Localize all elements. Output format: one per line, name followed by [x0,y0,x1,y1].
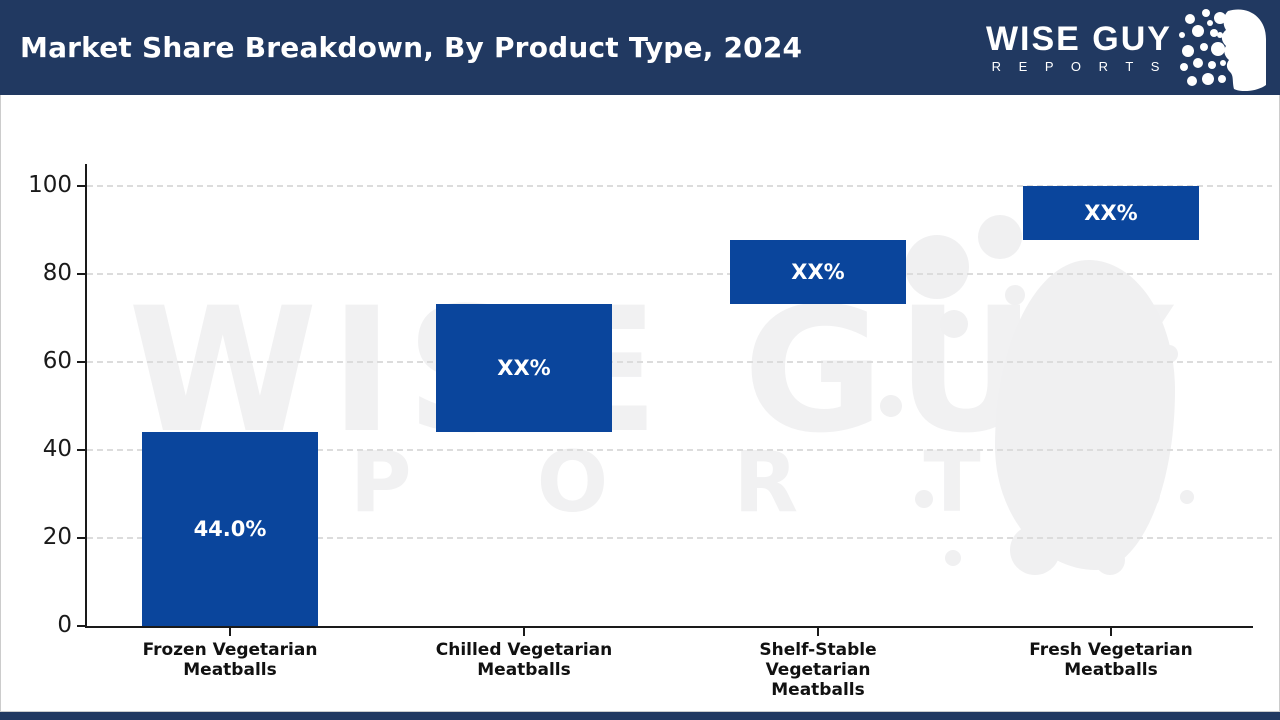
bar-value-label-2: XX% [497,356,551,381]
y-tick-60 [77,361,85,363]
gridline-40 [87,449,1272,451]
x-tick-1 [229,628,231,636]
y-tick-label-20: 20 [42,524,72,550]
watermark-face [995,260,1175,570]
footer-bar [0,712,1280,720]
y-tick-100 [77,185,85,187]
chart-title: Market Share Breakdown, By Product Type,… [20,31,803,64]
y-axis-spine [85,164,87,628]
gridline-80 [87,273,1272,275]
y-tick-80 [77,273,85,275]
wiseguy-logo: WISE GUY R E P O R T S [986,5,1268,91]
y-tick-20 [77,537,85,539]
y-tick-label-60: 60 [42,348,72,374]
x-category-label-3: Shelf-Stable Vegetarian Meatballs [759,640,877,700]
waterfall-chart: 0 20 40 60 80 100 44.0% Frozen Vegetarian Meatb… [0,95,1280,712]
chart-area: WISE GUY P O R T S 0 20 40 60 80 100 44.0% Froz… [0,95,1280,712]
wiseguy-face-icon [1179,8,1266,91]
bar-1: 44.0% [142,432,318,626]
header-bar: Market Share Breakdown, By Product Type,… [0,0,1280,95]
bar-value-label-1: 44.0% [193,517,267,542]
bar-value-label-4: XX% [1084,201,1138,226]
y-tick-label-40: 40 [42,436,72,462]
x-category-label-2: Chilled Vegetarian Meatballs [435,640,613,680]
x-axis-spine [85,626,1253,628]
logo-subtitle: R E P O R T S [991,58,1167,74]
bar-2: XX% [436,303,612,433]
x-tick-2 [523,628,525,636]
gridline-20 [87,537,1272,539]
x-tick-4 [1110,628,1112,636]
y-tick-label-100: 100 [28,172,72,198]
gridline-100 [87,185,1272,187]
bar-4: XX% [1023,186,1199,241]
x-category-label-4: Fresh Vegetarian Meatballs [1029,640,1193,680]
y-tick-0 [77,625,85,627]
x-category-label-1: Frozen Vegetarian Meatballs [142,640,318,680]
logo-text-block: WISE GUY R E P O R T S [986,22,1172,74]
y-tick-label-0: 0 [57,612,72,638]
logo-wordmark: WISE GUY [985,19,1172,58]
bar-3: XX% [730,240,906,304]
y-tick-label-80: 80 [42,260,72,286]
y-tick-40 [77,449,85,451]
bar-value-label-3: XX% [791,260,845,284]
x-tick-3 [817,628,819,636]
gridline-60 [87,361,1272,363]
